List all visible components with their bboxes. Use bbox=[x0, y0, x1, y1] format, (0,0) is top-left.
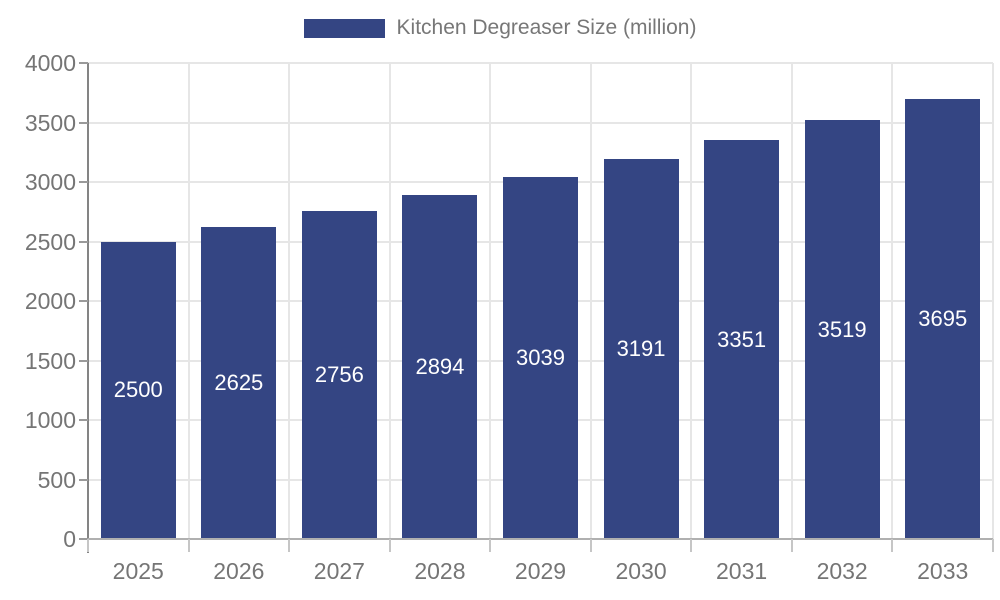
y-axis-tick bbox=[79, 121, 88, 124]
legend-swatch bbox=[303, 18, 385, 38]
gridline-vertical bbox=[891, 63, 894, 539]
y-axis-tick-label: 3500 bbox=[24, 109, 76, 136]
x-axis-tick bbox=[690, 539, 693, 552]
y-axis-tick-label: 1000 bbox=[24, 407, 76, 433]
y-axis-tick bbox=[79, 300, 88, 302]
gridline-vertical bbox=[790, 63, 793, 539]
gridline-vertical bbox=[589, 63, 592, 539]
bar: 2756 bbox=[301, 211, 377, 539]
bar: 2500 bbox=[100, 241, 176, 539]
plot-area: 2500 2625 2756 2894 3039 3191 3351 3519 3695 bbox=[88, 62, 994, 539]
gridline-vertical bbox=[690, 63, 693, 539]
bar-value-label: 2756 bbox=[314, 362, 364, 388]
x-axis-tick-label: 2028 bbox=[414, 558, 466, 584]
gridline-vertical bbox=[187, 63, 190, 539]
x-axis-tick-label: 2029 bbox=[514, 558, 567, 584]
x-axis-tick-label: 2033 bbox=[917, 558, 969, 584]
x-axis-line bbox=[88, 538, 993, 540]
y-axis-tick bbox=[79, 419, 88, 421]
gridline-vertical bbox=[992, 63, 994, 539]
y-axis-tick bbox=[79, 181, 88, 183]
bar: 3039 bbox=[503, 177, 578, 539]
bar-value-label: 3191 bbox=[616, 336, 666, 362]
gridline-horizontal bbox=[88, 121, 993, 124]
x-axis-tick bbox=[992, 539, 994, 552]
y-axis-tick-label: 500 bbox=[37, 466, 76, 493]
y-axis-line bbox=[87, 63, 89, 553]
y-axis-tick bbox=[79, 478, 88, 481]
bar-value-label: 3039 bbox=[516, 345, 565, 371]
x-axis-tick-label: 2032 bbox=[816, 558, 868, 584]
bar-value-label: 3519 bbox=[817, 316, 867, 342]
bar-value-label: 2625 bbox=[214, 369, 264, 395]
bar: 2894 bbox=[402, 194, 478, 539]
bar-value-label: 3695 bbox=[918, 306, 968, 332]
y-axis-tick bbox=[79, 538, 88, 540]
x-axis-tick-label: 2026 bbox=[213, 558, 265, 584]
gridline-vertical bbox=[288, 63, 291, 539]
gridline-vertical bbox=[388, 63, 391, 539]
x-axis-tick-label: 2031 bbox=[716, 558, 768, 584]
bar: 3519 bbox=[804, 120, 880, 539]
x-axis-tick bbox=[489, 539, 492, 552]
x-axis-tick bbox=[589, 539, 592, 552]
y-axis-tick-label: 0 bbox=[63, 526, 76, 552]
bar: 3351 bbox=[704, 140, 780, 539]
x-axis-tick bbox=[187, 539, 190, 552]
bar-value-label: 2500 bbox=[113, 377, 163, 403]
legend-item[interactable]: Kitchen Degreaser Size (million) bbox=[0, 16, 1000, 40]
bar-value-label: 2894 bbox=[415, 353, 465, 379]
legend-label: Kitchen Degreaser Size (million) bbox=[396, 16, 697, 39]
y-axis-tick bbox=[79, 359, 88, 362]
x-axis-tick bbox=[288, 539, 291, 552]
x-axis-tick bbox=[891, 539, 894, 552]
x-axis-tick bbox=[87, 539, 89, 552]
x-axis-tick-label: 2027 bbox=[313, 558, 365, 584]
y-axis-tick-label: 2500 bbox=[24, 228, 76, 255]
y-axis-tick-label: 3000 bbox=[24, 169, 76, 195]
y-axis-tick-label: 4000 bbox=[24, 50, 76, 76]
x-axis-tick bbox=[388, 539, 391, 552]
bar: 3695 bbox=[905, 99, 981, 539]
x-axis-tick-label: 2030 bbox=[615, 558, 667, 584]
bar: 3191 bbox=[603, 159, 679, 539]
y-axis-tick-label: 1500 bbox=[24, 347, 76, 374]
bar: 2625 bbox=[201, 226, 277, 539]
y-axis-tick bbox=[79, 240, 88, 243]
bar-value-label: 3351 bbox=[717, 326, 767, 352]
y-axis-tick bbox=[79, 62, 88, 64]
x-axis-tick-label: 2025 bbox=[112, 558, 164, 584]
x-axis-tick bbox=[790, 539, 793, 552]
gridline-horizontal bbox=[88, 62, 993, 64]
gridline-vertical bbox=[489, 63, 492, 539]
y-axis-tick-label: 2000 bbox=[24, 288, 76, 314]
